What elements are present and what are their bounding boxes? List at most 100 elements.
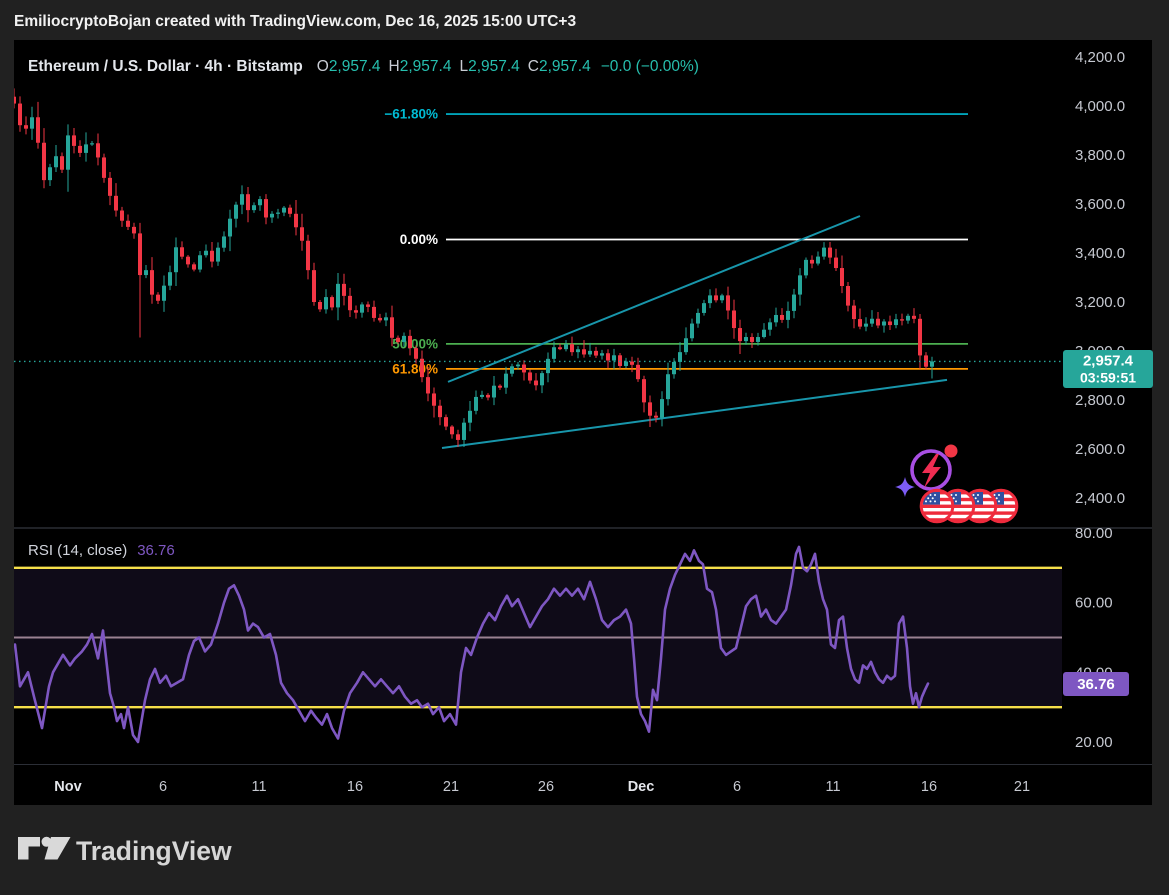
rsi-value-badge: 36.76 [1063, 672, 1129, 696]
lightning-sticker[interactable] [895, 444, 958, 498]
us-flag-stickers[interactable] [921, 490, 1017, 522]
candle-body [426, 377, 430, 394]
candle-body [870, 318, 874, 324]
price-axis-tick: 4,200.0 [1075, 49, 1125, 66]
ohlc-change-value: −0.0 (−0.00%) [601, 58, 699, 75]
candle-body [516, 364, 520, 367]
candle-body [126, 220, 130, 227]
time-axis[interactable]: Nov 6 11 16 21 26 Dec 6 11 16 21 [54, 779, 1030, 795]
ohlc-open-value: 2,957.4 [329, 58, 381, 75]
candle-body [900, 319, 904, 321]
candle-body [138, 233, 142, 276]
candle-body [840, 268, 844, 286]
candle-body [174, 247, 178, 273]
rsi-label: RSI (14, close) [28, 542, 127, 559]
candle-body [894, 319, 898, 326]
candle-body [510, 366, 514, 374]
candle-body [42, 142, 46, 181]
upper-rising-trendline[interactable] [447, 215, 861, 383]
time-axis-tick: 6 [733, 779, 741, 795]
candle-body [90, 143, 94, 145]
candle-body [294, 213, 298, 228]
candle-body [732, 310, 736, 329]
candle-body [102, 157, 106, 178]
rsi-line-series[interactable] [14, 545, 930, 744]
candle-body [438, 405, 442, 418]
ohlc-low-value: 2,957.4 [468, 58, 520, 75]
time-axis-tick: Nov [54, 779, 81, 795]
fib-level-label: 61.80% [392, 361, 438, 376]
candle-body [774, 314, 778, 323]
candle-body [618, 355, 622, 366]
candle-body [852, 305, 856, 320]
candle-body [72, 135, 76, 146]
candle-body [498, 385, 502, 388]
candle-body [648, 402, 652, 416]
candle-body [204, 250, 208, 256]
symbol-legend: Ethereum / U.S. Dollar · 4h · Bitstamp O2… [28, 58, 699, 75]
attribution-text: EmiliocryptoBojan created with TradingVi… [14, 13, 576, 30]
candle-body [282, 207, 286, 213]
candle-body [912, 315, 916, 319]
candle-body [612, 355, 616, 361]
candle-body [636, 364, 640, 380]
candle-body [60, 156, 64, 170]
lower-rising-trendline[interactable] [441, 378, 948, 450]
fib-level-label: 0.00% [400, 232, 438, 247]
candle-body [402, 335, 406, 343]
candle-body [348, 295, 352, 311]
candle-body [240, 194, 244, 205]
candle-body [396, 337, 400, 343]
candlestick-series[interactable] [12, 88, 934, 448]
fib-retracement-drawing[interactable]: −61.80%0.00%50.00%61.80% [384, 107, 968, 377]
price-axis-tick: 2,600.0 [1075, 441, 1125, 458]
time-axis-tick: 11 [251, 779, 266, 795]
candle-body [804, 259, 808, 276]
candle-body [246, 194, 250, 211]
ohlc-low-label: L [459, 58, 468, 75]
candle-body [786, 310, 790, 320]
price-axis-tick: 3,800.0 [1075, 147, 1125, 164]
candle-body [696, 312, 700, 324]
candle-body [570, 344, 574, 353]
candle-body [906, 315, 910, 321]
candle-body [582, 349, 586, 355]
candle-body [408, 335, 412, 349]
candle-body [642, 379, 646, 403]
candle-body [18, 103, 22, 126]
candle-body [378, 317, 382, 321]
candle-body [528, 372, 532, 381]
candle-body [324, 297, 328, 310]
rsi-bands [14, 566, 1062, 709]
bar-countdown: 03:59:51 [1080, 370, 1136, 386]
candle-body [342, 283, 346, 296]
candle-body [858, 319, 862, 327]
tradingview-logo-text: TradingView [76, 836, 232, 866]
candle-body [924, 355, 928, 367]
candle-body [24, 125, 28, 129]
candle-body [96, 143, 100, 158]
last-price-value: 2,957.4 [1083, 353, 1134, 370]
candle-body [630, 361, 634, 365]
candle-body [216, 247, 220, 262]
candle-body [210, 250, 214, 262]
candle-body [252, 205, 256, 211]
chart-panel[interactable] [14, 40, 1152, 805]
candle-body [588, 350, 592, 355]
tradingview-logo[interactable]: TradingView [18, 836, 232, 866]
rsi-legend: RSI (14, close) 36.76 [28, 542, 175, 559]
candle-body [444, 417, 448, 427]
candle-body [48, 167, 52, 181]
candle-body [372, 306, 376, 318]
trendline-drawings[interactable] [441, 215, 948, 450]
time-axis-tick: 21 [1014, 779, 1030, 795]
candle-body [14, 96, 16, 104]
candle-body [888, 321, 892, 326]
candle-body [606, 353, 610, 361]
candle-body [654, 415, 658, 418]
candle-body [738, 328, 742, 342]
price-axis-tick: 2,800.0 [1075, 392, 1125, 409]
candle-body [462, 422, 466, 440]
candle-body [390, 317, 394, 338]
